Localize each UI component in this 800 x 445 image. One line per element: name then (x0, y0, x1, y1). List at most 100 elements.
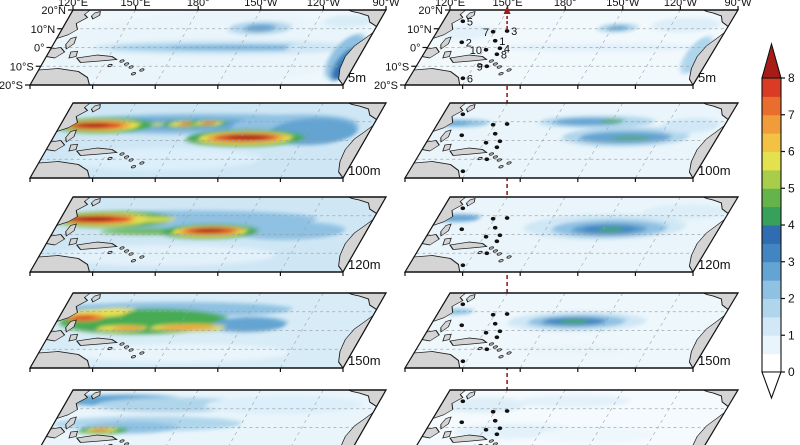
landmass (404, 197, 738, 272)
landmass (30, 103, 386, 178)
lon-tick-label: 150°E (493, 0, 523, 9)
station-dot (459, 133, 465, 138)
lat-tick-label: 0° (34, 43, 45, 55)
station-dot (497, 233, 503, 238)
station-dot (484, 251, 490, 256)
lon-tick-label: 90°W (724, 0, 752, 9)
map-panel-right-120m: 120m (403, 196, 740, 276)
graticule (416, 10, 727, 85)
field-shading (54, 302, 293, 362)
panel-border (28, 292, 388, 369)
station-number: 9 (477, 61, 483, 73)
station-dot (504, 409, 510, 413)
station-dot (483, 234, 489, 239)
station-dot (504, 122, 510, 126)
station-dot (490, 312, 496, 317)
station-number: 2 (466, 37, 472, 49)
colorbar-tick-label: 7 (788, 108, 795, 122)
map-panel-left-bottom (28, 389, 388, 445)
station-dot (460, 359, 466, 364)
map-panel-right-5m: 120°E 150°E 180° 150°W 120°W 90°W20°N10°N0°10… (374, 0, 752, 92)
station-dot (490, 29, 496, 34)
colorbar-tick-label: 2 (788, 292, 795, 306)
station-dot (484, 347, 490, 352)
station-dot (460, 399, 466, 404)
graticule (427, 390, 727, 445)
colorbar-top-arrow-icon (761, 41, 782, 79)
station-dot (494, 335, 500, 340)
station-dot (504, 216, 510, 220)
landmass (421, 390, 738, 445)
station-dot (460, 169, 466, 174)
station-dot (497, 329, 503, 334)
station-dot (492, 38, 498, 43)
map-panel-left-120m: 120m (28, 196, 388, 276)
station-dot (460, 19, 466, 24)
colorbar-tick-label: 3 (788, 255, 795, 269)
colorbar-tick-label: 6 (788, 145, 795, 159)
station-number: 7 (483, 27, 489, 39)
landmass (45, 390, 386, 445)
colorbar-bottom-arrow-icon (761, 371, 782, 400)
landmass (30, 197, 386, 272)
station-number: 3 (511, 26, 517, 38)
lat-tick-label: 20°S (374, 80, 398, 92)
station-dot (484, 64, 490, 69)
map-panel-left-100m: 100m (28, 102, 388, 182)
lat-tick-label: 10°S (385, 61, 409, 73)
depth-label: 100m (348, 163, 381, 178)
lat-tick-label: 10°N (407, 24, 432, 36)
station-dot (484, 157, 490, 162)
station-dot (492, 131, 498, 136)
station-dot (460, 76, 466, 81)
depth-label: 5m (348, 70, 366, 85)
landmass (30, 293, 386, 368)
station-dot (490, 216, 496, 221)
station-number: 10 (470, 45, 482, 57)
up-arrow-icon (503, 6, 511, 14)
depth-label: 120m (698, 257, 731, 272)
station-dot (459, 40, 465, 45)
station-dot (504, 312, 510, 316)
panel-border (403, 389, 740, 445)
station-number: 1 (499, 36, 505, 48)
station-dot (460, 263, 466, 268)
station-dot (483, 427, 489, 432)
colorbar-tick-label: 5 (788, 181, 795, 195)
panel-border (28, 102, 388, 179)
field-shading (53, 210, 345, 266)
lon-tick-label: 90°W (372, 0, 400, 9)
depth-label: 120m (348, 257, 381, 272)
station-number: 4 (504, 43, 510, 55)
depth-label: 150m (698, 353, 731, 368)
landmass (404, 10, 738, 85)
map-panel-left-150m: 150m (28, 292, 388, 372)
station-dot (460, 206, 466, 211)
colorbar-tick-label: 8 (788, 71, 795, 85)
graticule (40, 10, 376, 85)
landmass (30, 10, 386, 85)
lat-tick-label: 20°S (0, 80, 23, 92)
lon-tick-label: 120°E (435, 0, 465, 9)
field-shading (438, 308, 647, 356)
depth-label: 100m (698, 163, 731, 178)
map-panel-right-150m: 150m (403, 292, 740, 372)
station-dot (483, 47, 489, 52)
lat-tick-label: 20°N (418, 5, 443, 17)
graticule (40, 103, 376, 178)
graticule (416, 293, 727, 368)
lon-tick-label: 150°E (121, 0, 151, 9)
lat-tick-label: 0° (410, 43, 421, 55)
station-dot (492, 321, 498, 326)
lat-tick-label: 10°N (31, 24, 56, 36)
lat-tick-label: 20°N (41, 5, 66, 17)
station-dot (492, 418, 498, 423)
station-dot (460, 112, 466, 117)
map-panel-right-100m: 100m (403, 102, 740, 182)
graticule (416, 103, 727, 178)
colorbar-tick-label: 4 (788, 218, 795, 232)
graticule (416, 197, 727, 272)
station-dot (459, 227, 465, 232)
station-dot (504, 29, 510, 33)
